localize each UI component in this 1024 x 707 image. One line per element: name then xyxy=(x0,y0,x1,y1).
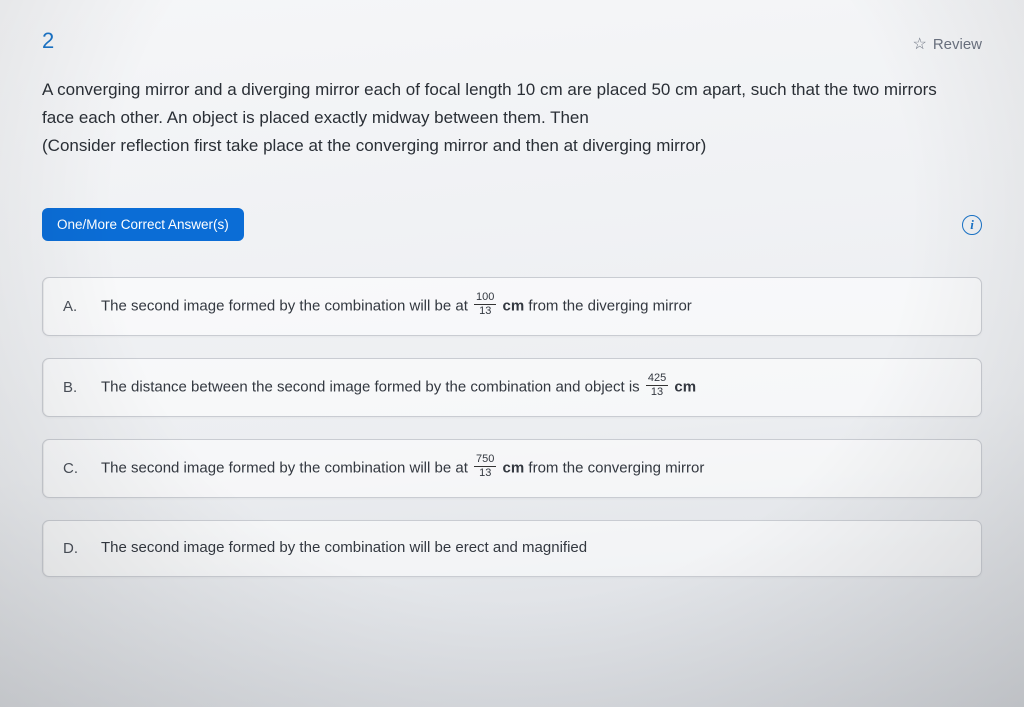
option-letter: B. xyxy=(63,379,79,396)
badge-row: One/More Correct Answer(s) i xyxy=(42,208,982,241)
option-a[interactable]: A. The second image formed by the combin… xyxy=(42,277,982,336)
question-text: A converging mirror and a diverging mirr… xyxy=(42,76,952,160)
fraction-num: 750 xyxy=(474,454,496,467)
fraction-num: 100 xyxy=(474,292,496,305)
info-icon[interactable]: i xyxy=(962,215,982,235)
review-label: Review xyxy=(933,36,982,53)
answer-type-badge: One/More Correct Answer(s) xyxy=(42,208,244,241)
option-letter: A. xyxy=(63,298,79,315)
fraction: 75013 xyxy=(474,454,496,479)
option-pre: The second image formed by the combinati… xyxy=(101,539,587,556)
option-tail: from the converging mirror xyxy=(524,460,704,477)
header-row: 2 ☆ Review xyxy=(42,28,982,54)
option-text: The second image formed by the combinati… xyxy=(101,294,961,319)
fraction: 42513 xyxy=(646,373,668,398)
fraction-den: 13 xyxy=(474,305,496,317)
fraction-den: 13 xyxy=(646,386,668,398)
star-icon: ☆ xyxy=(912,34,926,54)
option-text: The distance between the second image fo… xyxy=(101,375,961,400)
option-letter: D. xyxy=(63,540,79,557)
option-text: The second image formed by the combinati… xyxy=(101,537,961,560)
option-letter: C. xyxy=(63,460,79,477)
option-d[interactable]: D. The second image formed by the combin… xyxy=(42,520,982,577)
option-pre: The distance between the second image fo… xyxy=(101,379,644,396)
fraction-num: 425 xyxy=(646,373,668,386)
fraction-den: 13 xyxy=(474,467,496,479)
option-unit: cm xyxy=(498,298,524,315)
option-tail: from the diverging mirror xyxy=(524,298,692,315)
option-b[interactable]: B. The distance between the second image… xyxy=(42,358,982,417)
option-unit: cm xyxy=(670,379,696,396)
option-text: The second image formed by the combinati… xyxy=(101,456,961,481)
option-pre: The second image formed by the combinati… xyxy=(101,298,472,315)
option-pre: The second image formed by the combinati… xyxy=(101,460,472,477)
fraction: 10013 xyxy=(474,292,496,317)
review-button[interactable]: ☆ Review xyxy=(912,34,982,54)
option-unit: cm xyxy=(498,460,524,477)
question-page: 2 ☆ Review A converging mirror and a div… xyxy=(0,0,1024,707)
option-c[interactable]: C. The second image formed by the combin… xyxy=(42,439,982,498)
options-list: A. The second image formed by the combin… xyxy=(42,277,982,577)
question-number: 2 xyxy=(42,28,54,54)
